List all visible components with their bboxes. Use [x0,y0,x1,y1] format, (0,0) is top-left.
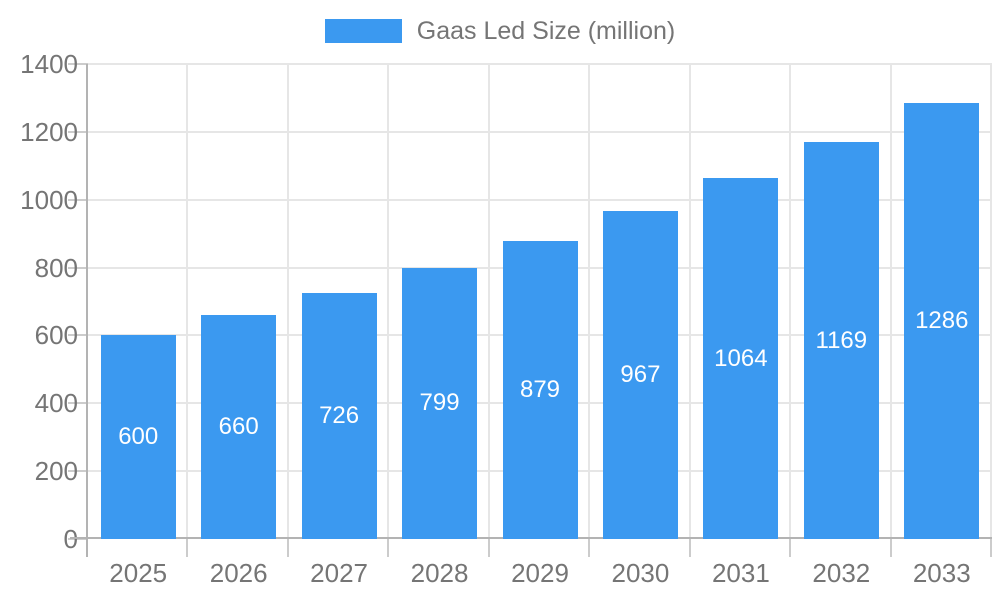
bar-value-label: 879 [519,375,561,403]
bar[interactable]: 660 [201,315,277,539]
bar-value-label: 799 [419,389,460,417]
gridline-vertical [789,64,792,539]
y-tick [68,402,88,405]
bar[interactable]: 1169 [803,142,879,539]
gridline-vertical [286,64,289,539]
x-tick [387,539,390,557]
gridline-horizontal [88,63,992,65]
x-tick [789,539,792,557]
bar-value-label: 1169 [815,326,868,354]
y-tick [68,470,88,473]
gridline-vertical [990,64,992,539]
x-axis-label: 2033 [912,558,971,588]
gridline-horizontal [88,130,992,133]
bar[interactable]: 1064 [703,178,779,539]
bar[interactable]: 600 [100,335,176,539]
y-axis-label: 1000 [20,184,78,215]
y-tick [68,266,88,269]
x-axis-label: 2026 [209,558,268,588]
y-axis-label: 800 [34,252,78,283]
legend: Gaas Led Size (million) [0,17,1000,45]
bar-value-label: 600 [118,423,159,451]
x-axis-label: 2032 [812,558,871,588]
gridline-vertical [186,64,189,539]
x-axis-label: 2031 [711,558,770,588]
gridline-vertical [487,64,490,539]
y-tick [68,63,88,65]
y-tick [68,334,88,337]
bar[interactable]: 799 [402,267,478,539]
y-tick [68,130,88,133]
x-axis-label: 2028 [410,558,469,588]
y-axis-line [86,64,88,539]
x-tick [688,539,691,557]
legend-swatch [324,19,402,43]
x-tick [487,539,490,557]
bar-value-label: 726 [319,401,360,429]
y-axis-label: 200 [34,456,78,487]
legend-label: Gaas Led Size (million) [416,17,676,45]
gridline-horizontal [88,198,992,201]
gridline-vertical [889,64,892,539]
x-axis-label: 2025 [109,558,168,588]
y-axis-label: 0 [63,524,78,554]
x-axis-label: 2030 [611,558,670,588]
x-axis-label: 2029 [511,558,569,588]
y-axis-label: 1200 [20,116,78,147]
y-axis-label: 400 [34,388,78,419]
y-tick [68,538,88,540]
gridline-vertical [387,64,390,539]
bar-value-label: 967 [620,360,661,388]
bar-value-label: 1064 [714,344,768,372]
x-tick [990,539,992,557]
y-tick [68,198,88,201]
x-axis-label: 2027 [310,558,369,588]
x-tick [889,539,892,557]
bar-value-label: 660 [218,413,259,441]
gridline-vertical [588,64,591,539]
y-axis-label: 1400 [20,49,78,79]
x-tick [286,539,289,557]
bar[interactable]: 879 [502,240,578,539]
bar-value-label: 1286 [915,306,969,334]
y-axis-label: 600 [34,320,78,351]
bar[interactable]: 967 [602,210,678,539]
bar[interactable]: 1286 [904,102,980,539]
x-tick [588,539,591,557]
bar[interactable]: 726 [301,292,377,539]
x-tick [186,539,189,557]
gridline-vertical [688,64,691,539]
x-tick [86,539,88,557]
